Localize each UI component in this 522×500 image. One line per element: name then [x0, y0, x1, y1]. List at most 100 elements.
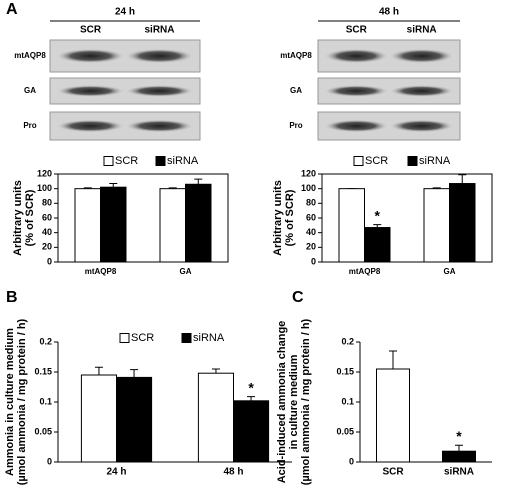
y-tick-label: 100	[301, 183, 316, 193]
error-bar	[194, 178, 203, 185]
bar	[159, 188, 186, 263]
y-tick-label: 100	[37, 183, 52, 193]
x-tick-label: 48 h	[223, 467, 243, 478]
y-axis-label: (% of SCR)	[284, 189, 296, 246]
row-label: mtAQP8	[280, 51, 312, 60]
legend-label: siRNA	[419, 155, 451, 167]
x-tick-label: mtAQP8	[349, 267, 381, 276]
error-bar	[109, 183, 118, 188]
x-tick-label: mtAQP8	[85, 267, 117, 276]
error-bar	[247, 396, 256, 401]
y-tick-label: 120	[301, 168, 316, 178]
y-tick-label: 0.2	[39, 336, 52, 346]
x-tick-label: SCR	[382, 467, 404, 478]
legend-swatch	[119, 333, 130, 343]
error-bar	[130, 369, 139, 378]
panel-label: A	[6, 1, 18, 18]
x-tick-label: siRNA	[444, 467, 474, 478]
legend-label: SCR	[131, 332, 154, 344]
blot-band	[126, 48, 193, 64]
y-axis-label: (µmol ammonia / mg protein / h)	[16, 318, 28, 485]
legend-label: siRNA	[193, 332, 225, 344]
lane-label: siRNA	[144, 25, 174, 36]
legend-swatch	[353, 156, 364, 166]
bar	[80, 374, 117, 463]
legend-swatch	[103, 156, 114, 166]
y-tick-label: 0.1	[39, 396, 52, 406]
error-bar	[389, 350, 397, 369]
legend-label: SCR	[115, 155, 138, 167]
y-tick-label: 0.05	[336, 426, 354, 436]
y-tick-label: 0.05	[34, 426, 52, 436]
x-tick-label: GA	[444, 267, 456, 276]
y-tick-label: 80	[42, 198, 52, 208]
lane-label: SCR	[346, 25, 368, 36]
legend-swatch	[407, 156, 418, 166]
row-label: Pro	[289, 121, 302, 130]
blot-band	[390, 119, 453, 133]
plot-frame	[57, 173, 229, 263]
x-tick-label: GA	[180, 267, 192, 276]
legend-swatch	[181, 333, 192, 343]
y-tick-label: 0.2	[341, 336, 354, 346]
y-tick-label: 0.15	[34, 366, 52, 376]
y-tick-label: 20	[306, 242, 316, 252]
error-bar	[458, 174, 467, 184]
y-axis-label: in culture medium	[288, 354, 300, 449]
blot-time: 48 h	[379, 7, 399, 18]
plot-frame	[321, 173, 493, 263]
y-tick-label: 40	[42, 227, 52, 237]
legend-label: siRNA	[167, 155, 199, 167]
blot-band	[325, 85, 388, 97]
y-axis-label: Arbitrary units	[272, 180, 284, 256]
y-tick-label: 60	[42, 212, 52, 222]
blot-band	[126, 119, 193, 133]
bar	[100, 186, 127, 263]
y-axis-label: (µmol ammonia / mg protein / h)	[300, 318, 312, 485]
y-tick-label: 0	[47, 256, 52, 266]
y-tick-label: 120	[37, 168, 52, 178]
bar	[364, 227, 391, 263]
blot-band	[390, 48, 453, 64]
blot-time: 24 h	[115, 7, 135, 18]
blot-band	[325, 48, 388, 64]
bar	[197, 372, 234, 463]
y-tick-label: 0.1	[341, 396, 354, 406]
significance-mark: *	[456, 428, 462, 444]
legend-label: SCR	[365, 155, 388, 167]
error-bar	[94, 366, 103, 375]
blot-band	[57, 48, 124, 64]
y-tick-label: 40	[306, 227, 316, 237]
row-label: GA	[290, 86, 302, 95]
y-tick-label: 0.15	[336, 366, 354, 376]
row-label: GA	[24, 86, 36, 95]
lane-label: SCR	[80, 25, 102, 36]
blot-band	[126, 85, 193, 97]
blot-band	[57, 85, 124, 97]
legend-swatch	[155, 156, 166, 166]
error-bar	[455, 444, 463, 452]
y-axis-label: (% of SCR)	[24, 189, 36, 246]
x-tick-label: 24 h	[106, 467, 126, 478]
blot-band	[57, 119, 124, 133]
bar	[338, 188, 365, 263]
y-tick-label: 60	[306, 212, 316, 222]
y-axis-label: Arbitrary units	[12, 180, 24, 256]
y-tick-label: 0	[47, 456, 52, 466]
error-bar	[211, 368, 220, 374]
blot-band	[325, 119, 388, 133]
significance-mark: *	[248, 379, 254, 395]
bar	[423, 188, 450, 263]
lane-label: siRNA	[407, 25, 437, 36]
significance-mark: *	[375, 207, 381, 223]
y-tick-label: 0	[311, 256, 316, 266]
bar	[376, 368, 410, 463]
y-tick-label: 80	[306, 198, 316, 208]
panel-label: B	[6, 289, 18, 306]
y-axis-label: Acid-induced ammonia change	[276, 321, 288, 484]
row-label: Pro	[23, 121, 36, 130]
bar	[233, 400, 270, 463]
bar	[442, 450, 476, 463]
bar	[449, 183, 476, 263]
